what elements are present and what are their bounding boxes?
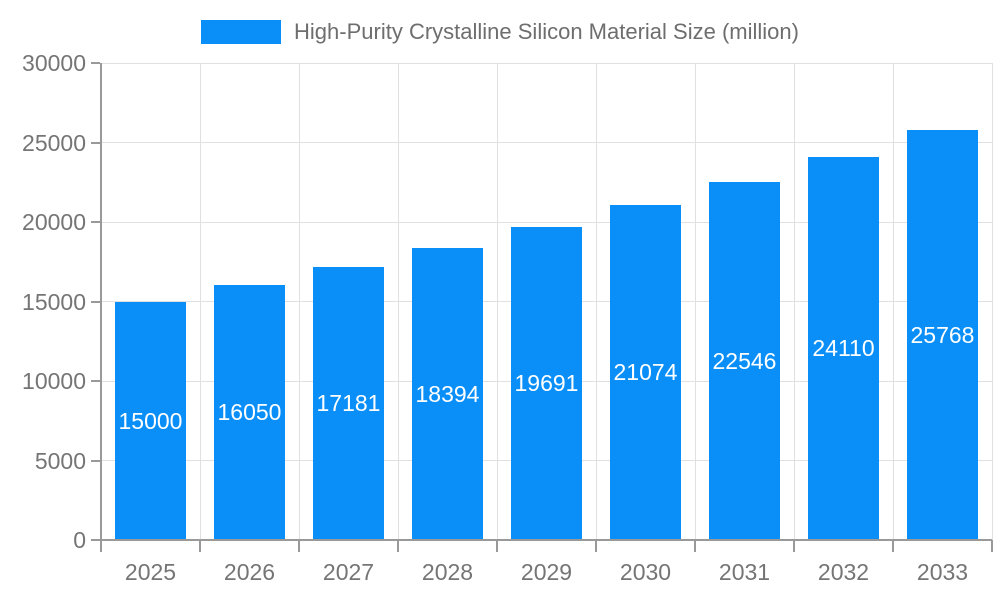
bar-value-label: 17181 — [316, 390, 381, 417]
bar[interactable] — [511, 226, 582, 540]
legend-label: High-Purity Crystalline Silicon Material… — [294, 19, 799, 44]
v-gridline — [397, 63, 399, 540]
bar[interactable] — [709, 181, 780, 540]
chart-legend[interactable]: High-Purity Crystalline Silicon Material… — [0, 18, 1000, 46]
bar[interactable] — [313, 266, 384, 540]
x-axis-tick-label: 2027 — [322, 559, 375, 585]
y-axis-tick — [91, 62, 100, 64]
bar-value-label: 25768 — [910, 322, 975, 349]
h-gridline — [101, 221, 992, 223]
bar-value-label: 24110 — [812, 335, 875, 362]
bar[interactable] — [412, 247, 483, 540]
v-gridline — [793, 63, 795, 540]
x-axis-tick — [199, 540, 201, 552]
h-gridline — [101, 62, 992, 64]
bar-value-label: 21074 — [613, 359, 678, 386]
y-axis-tick-label: 10000 — [22, 368, 86, 394]
x-axis-tick-label: 2030 — [619, 559, 672, 585]
x-axis-tick-label: 2025 — [124, 559, 177, 585]
v-gridline — [991, 63, 993, 540]
y-axis-tick — [91, 459, 100, 462]
bar[interactable] — [610, 204, 681, 540]
v-gridline — [199, 63, 201, 540]
y-axis-tick-label: 15000 — [22, 288, 86, 315]
y-axis-tick — [91, 380, 100, 382]
x-axis-tick — [298, 540, 300, 552]
x-axis-tick-label: 2031 — [718, 559, 771, 585]
x-axis-tick — [397, 540, 399, 552]
v-gridline — [595, 63, 597, 540]
y-axis-tick-label: 20000 — [22, 209, 86, 235]
x-axis-tick — [793, 540, 795, 552]
legend-swatch-icon — [201, 20, 282, 44]
bar-value-label: 18394 — [415, 380, 480, 407]
x-axis-tick — [892, 540, 894, 552]
h-gridline — [101, 142, 992, 143]
bar-value-label: 22546 — [712, 347, 777, 374]
bar[interactable] — [214, 284, 285, 540]
x-axis-tick — [991, 540, 993, 552]
bar[interactable] — [907, 130, 978, 540]
y-axis-tick — [91, 300, 100, 303]
y-axis-tick — [91, 539, 100, 541]
bar[interactable] — [808, 156, 879, 540]
bar-value-label: 15000 — [118, 407, 183, 434]
bar-value-label: 19691 — [514, 370, 579, 397]
x-axis-tick — [595, 540, 597, 552]
v-gridline — [298, 63, 300, 540]
x-axis-tick-label: 2032 — [817, 559, 870, 585]
y-axis-tick-label: 0 — [73, 527, 86, 553]
y-axis-tick-label: 30000 — [22, 50, 86, 76]
v-gridline — [892, 63, 894, 540]
y-axis-line — [100, 63, 102, 540]
x-axis-tick — [100, 540, 102, 552]
y-axis-tick-label: 5000 — [34, 447, 86, 474]
plot-area: 15000 16050 17181 18394 19691 21074 22546 24110… — [101, 62, 993, 540]
x-axis-tick — [694, 540, 696, 552]
x-axis-line — [101, 539, 992, 541]
x-axis-tick-label: 2033 — [916, 559, 969, 585]
x-axis-tick-label: 2026 — [223, 559, 276, 585]
x-axis-tick-label: 2028 — [421, 559, 474, 585]
v-gridline — [496, 63, 498, 540]
v-gridline — [694, 63, 696, 540]
y-axis-tick-label: 25000 — [22, 129, 86, 156]
x-axis-tick — [496, 540, 498, 552]
y-axis-tick — [91, 141, 100, 144]
y-axis-tick — [91, 221, 100, 223]
bar[interactable] — [115, 301, 186, 540]
bar-value-label: 16050 — [217, 399, 282, 426]
x-axis-tick-label: 2029 — [520, 559, 573, 585]
